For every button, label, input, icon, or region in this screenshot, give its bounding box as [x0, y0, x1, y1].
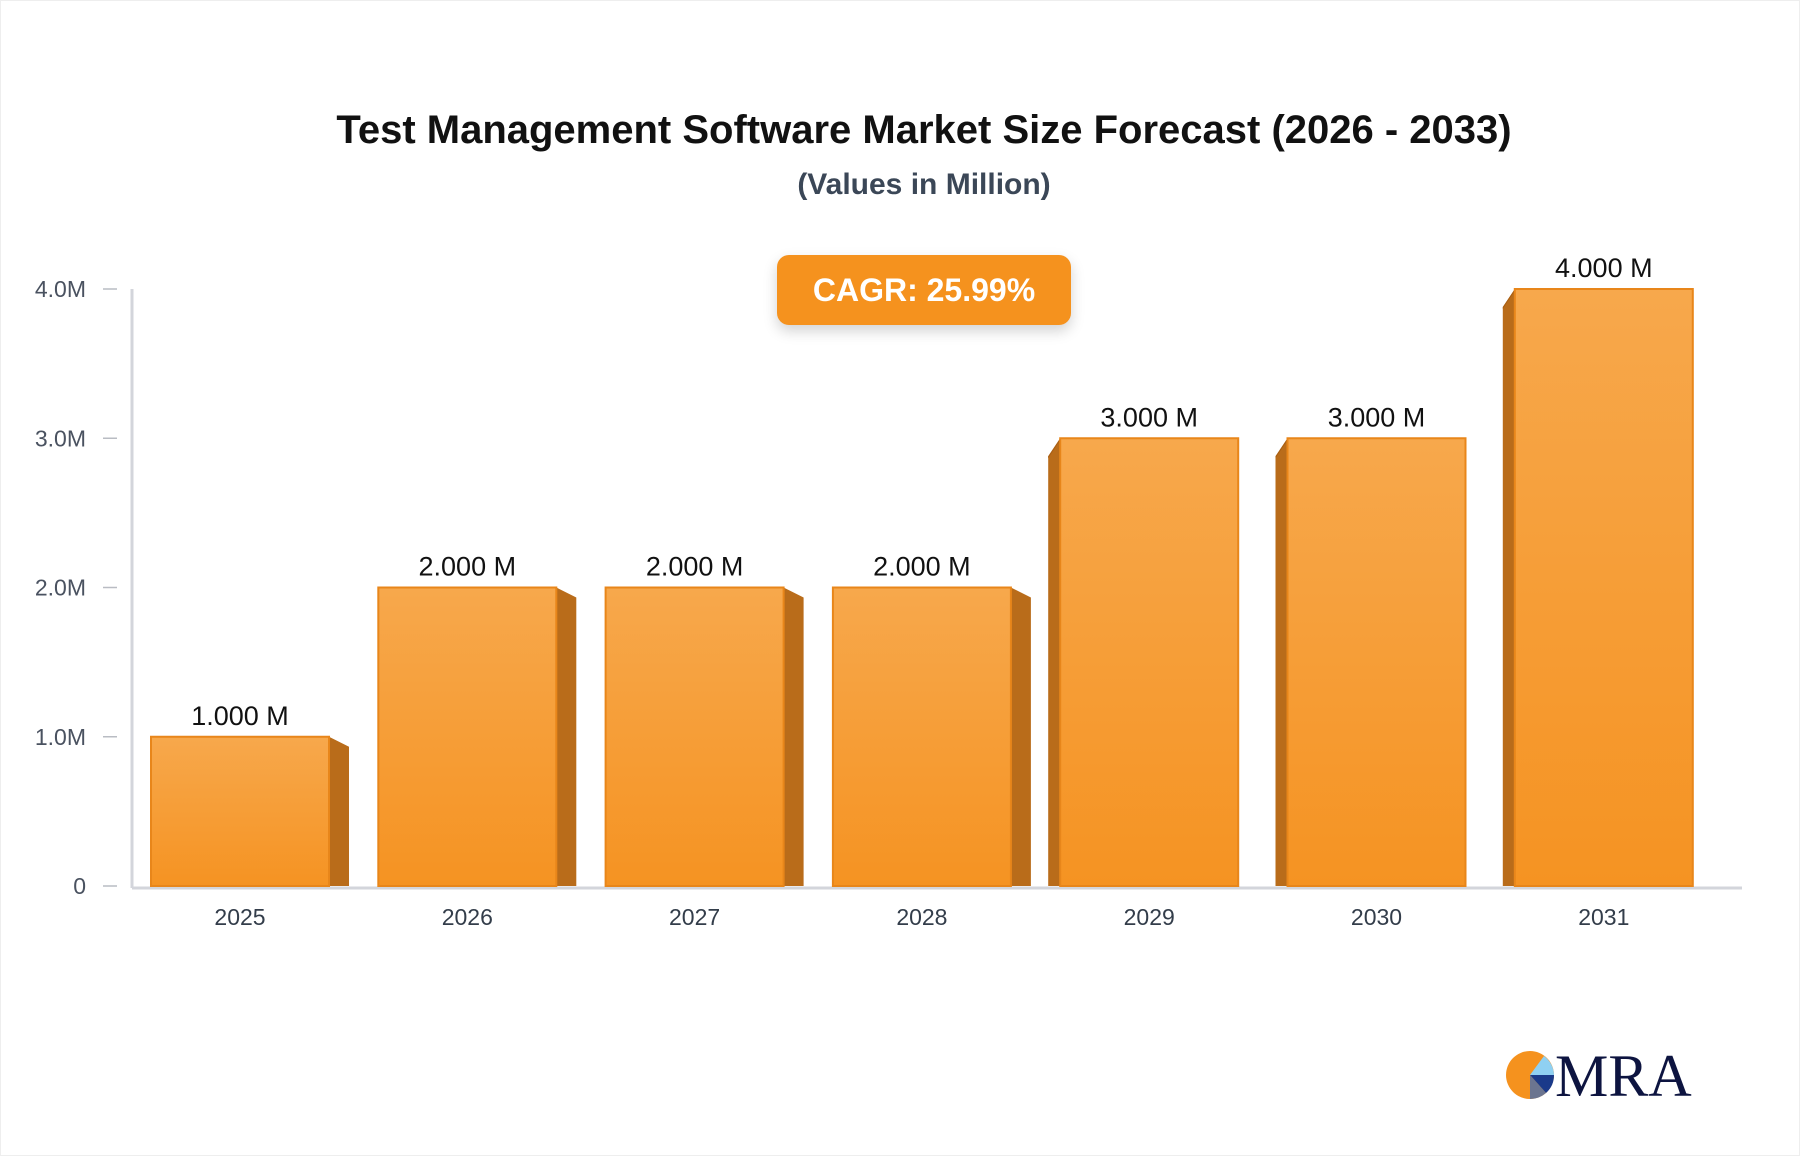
bar-side	[1502, 289, 1515, 886]
x-tick-label: 2027	[669, 904, 720, 930]
y-tick-label: 2.0M	[35, 575, 86, 601]
x-tick-label: 2028	[896, 904, 947, 930]
bar-side	[1048, 438, 1061, 886]
y-tick-label: 4.0M	[35, 276, 86, 302]
bar-2027: 2.000 M 2027	[604, 552, 804, 930]
chart-subtitle: (Values in Million)	[797, 168, 1051, 201]
x-tick-label: 2026	[442, 904, 493, 930]
bar	[1059, 437, 1240, 887]
y-tick-label: 1.0M	[35, 724, 86, 750]
bar-2029: 3.000 M 2029	[1048, 402, 1240, 930]
bar-2031: 4.000 M 2031	[1502, 253, 1694, 930]
chart-title: Test Management Software Market Size For…	[336, 108, 1512, 152]
bar	[1513, 288, 1694, 887]
x-tick-label: 2031	[1578, 904, 1629, 930]
y-tick-label: 3.0M	[35, 425, 86, 451]
y-tick-label: 0	[73, 873, 86, 899]
x-tick-label: 2029	[1124, 904, 1175, 930]
bar-side	[1010, 587, 1031, 886]
bar-2026: 2.000 M 2026	[377, 552, 577, 930]
mra-logo: MRA	[1505, 1040, 1705, 1102]
bar	[604, 586, 785, 887]
data-label: 3.000 M	[1100, 402, 1198, 432]
bar-edge	[1502, 289, 1515, 309]
data-label: 2.000 M	[419, 552, 517, 582]
bar-side	[556, 587, 577, 886]
data-label: 3.000 M	[1328, 402, 1426, 432]
bar-edge	[1048, 438, 1061, 459]
bar-edge	[1275, 438, 1288, 459]
bar	[150, 735, 330, 887]
bar-side	[783, 587, 804, 886]
bar-side	[329, 736, 349, 886]
bar-side	[1275, 438, 1288, 886]
bar	[831, 586, 1012, 887]
bar	[1286, 437, 1467, 887]
bar-2028: 2.000 M 2028	[831, 552, 1031, 930]
x-tick-label: 2030	[1351, 904, 1402, 930]
bar	[377, 586, 558, 887]
bar-2025: 1.000 M 2025	[150, 701, 349, 930]
logo-text: MRA	[1555, 1043, 1692, 1102]
data-label: 2.000 M	[646, 552, 744, 582]
data-label: 1.000 M	[191, 701, 289, 731]
x-tick-label: 2025	[214, 904, 265, 930]
bar-2030: 3.000 M 2030	[1275, 402, 1467, 930]
data-label: 4.000 M	[1555, 253, 1653, 283]
data-label: 2.000 M	[873, 552, 971, 582]
cagr-badge: CAGR: 25.99%	[777, 255, 1071, 325]
